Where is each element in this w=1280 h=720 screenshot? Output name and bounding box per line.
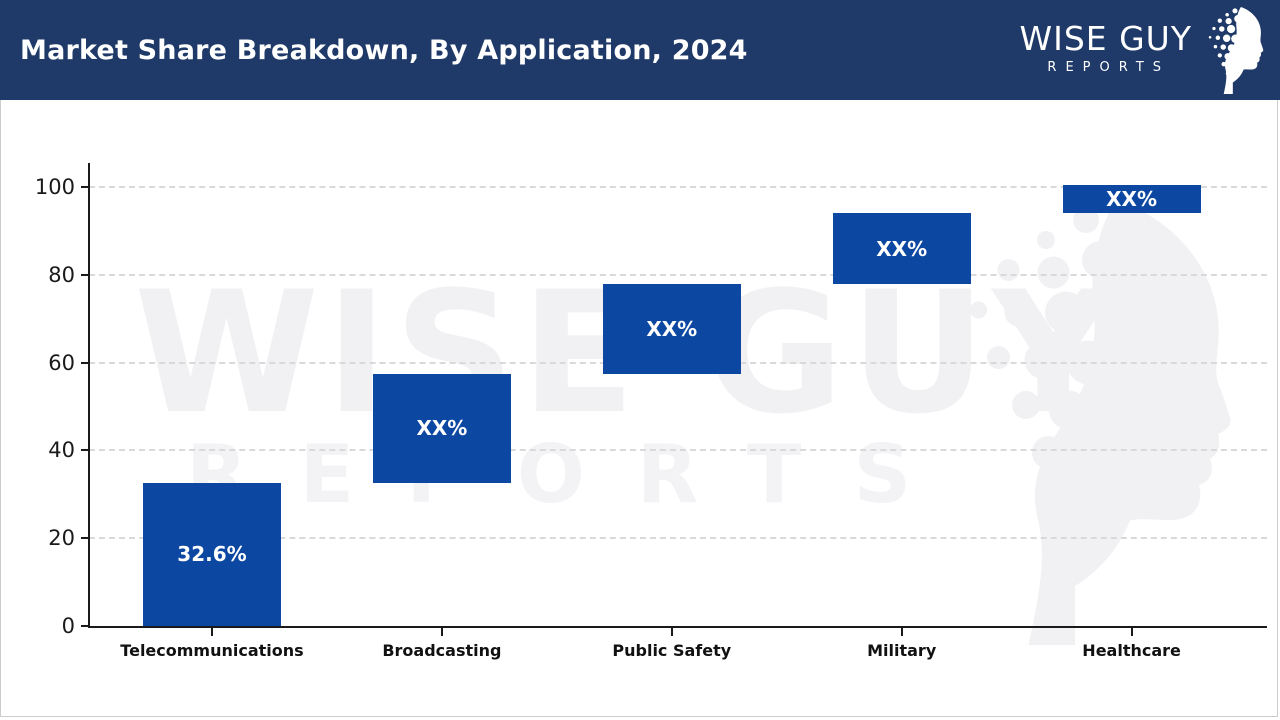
bar-value-label: XX% [876,236,928,261]
header: Market Share Breakdown, By Application, … [0,0,1280,100]
gridline-y40 [89,449,1267,452]
x-tick-mark-3 [900,628,903,636]
brand-subtitle: REPORTS [1047,59,1171,75]
y-tick-label-20: 20 [48,526,75,551]
y-tick-mark-100 [81,186,89,188]
bar-value-label: XX% [416,416,468,441]
bar-value-label: 32.6% [177,542,247,567]
y-tick-mark-20 [81,537,89,540]
bar-telecommunications: 32.6% [143,482,281,626]
bar-value-label: XX% [1106,187,1158,212]
chart-panel: WISE GUY REPORTS 0 20 40 60 80 100 32.6% Teleco… [0,100,1278,717]
x-axis-line [88,626,1267,628]
brand-logo-text: WISE GUY REPORTS [1019,19,1192,75]
brand-face-icon [1208,6,1264,94]
y-tick-mark-0 [81,625,89,627]
y-tick-label-80: 80 [48,262,75,287]
x-category-label-2: Public Safety [612,641,732,660]
bar-healthcare: XX% [1062,184,1201,214]
bar-value-label: XX% [646,317,698,342]
x-category-label-4: Healthcare [1082,641,1181,660]
y-tick-label-100: 100 [34,175,75,199]
bar-military: XX% [832,212,971,285]
y-tick-mark-40 [81,449,89,452]
y-tick-label-60: 60 [48,350,75,375]
gridline-y80 [89,273,1267,276]
y-tick-mark-80 [81,273,89,276]
page-title: Market Share Breakdown, By Application, … [20,34,748,66]
bar-public-safety: XX% [602,284,741,374]
watermark-text-reports: REPORTS [186,428,964,521]
bar-broadcasting: XX% [372,373,511,483]
x-tick-mark-0 [211,628,213,636]
y-tick-label-40: 40 [48,438,75,463]
x-tick-mark-2 [670,628,673,636]
watermark-face-icon [970,200,1231,645]
y-tick-label-0: 0 [61,614,75,638]
gridline-y20 [89,537,1267,540]
gridline-y100 [89,186,1267,188]
y-axis-line [88,163,90,628]
x-tick-mark-1 [440,628,443,636]
y-tick-mark-60 [81,361,89,364]
x-category-label-0: Telecommunications [120,641,304,660]
x-category-label-1: Broadcasting [382,641,502,660]
x-category-label-3: Military [867,641,937,660]
x-tick-mark-4 [1130,628,1133,636]
brand-name: WISE GUY [1019,19,1192,58]
brand-logo: WISE GUY REPORTS [1010,0,1270,100]
